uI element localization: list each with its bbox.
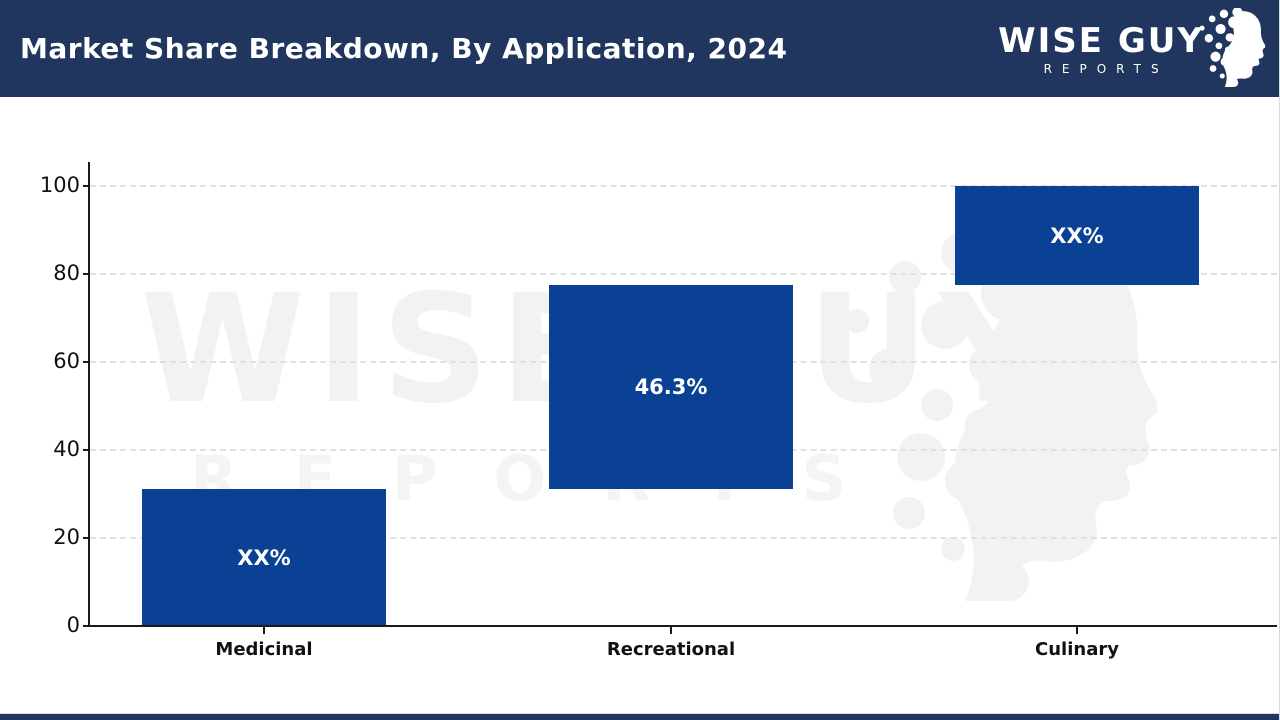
y-tick-mark (83, 273, 90, 275)
y-tick-label: 100 (39, 173, 80, 197)
x-category-label: Medicinal (215, 639, 313, 660)
brand-logo-text: WISE GUY REPORTS (998, 24, 1204, 76)
y-tick-label: 20 (53, 525, 80, 549)
x-tick-mark (670, 626, 672, 634)
x-axis-line (88, 625, 1277, 627)
bar-value-label: XX% (1050, 223, 1104, 248)
y-tick-label: 60 (53, 349, 80, 373)
brand-logo: WISE GUY REPORTS (998, 8, 1268, 92)
bar-recreational: 46.3% (549, 285, 793, 490)
bar-medicinal: XX% (142, 489, 386, 626)
gridline (90, 537, 1277, 539)
chart-title: Market Share Breakdown, By Application, … (20, 32, 788, 65)
gridline (90, 185, 1277, 187)
header-bar: Market Share Breakdown, By Application, … (0, 0, 1279, 97)
x-category-label: Recreational (606, 639, 736, 660)
y-tick-mark (83, 449, 90, 451)
bar-culinary: XX% (955, 186, 1199, 286)
y-tick-label: 80 (53, 261, 80, 285)
bar-value-label: 46.3% (634, 375, 708, 400)
bar-value-label: XX% (237, 545, 291, 570)
y-tick-mark (83, 185, 90, 187)
logo-subtext: REPORTS (1043, 62, 1169, 76)
y-axis-line (88, 162, 90, 626)
x-tick-mark (1076, 626, 1078, 634)
y-tick-mark (83, 361, 90, 363)
y-tick-mark (83, 537, 90, 539)
y-tick-mark (83, 625, 90, 627)
y-tick-label: 0 (66, 613, 80, 637)
logo-wordmark: WISE GUY (998, 21, 1204, 61)
x-tick-mark (263, 626, 265, 634)
x-category-label: Culinary (1035, 639, 1119, 660)
footer-bar (0, 713, 1279, 720)
gridline (90, 273, 1277, 275)
y-tick-label: 40 (53, 437, 80, 461)
